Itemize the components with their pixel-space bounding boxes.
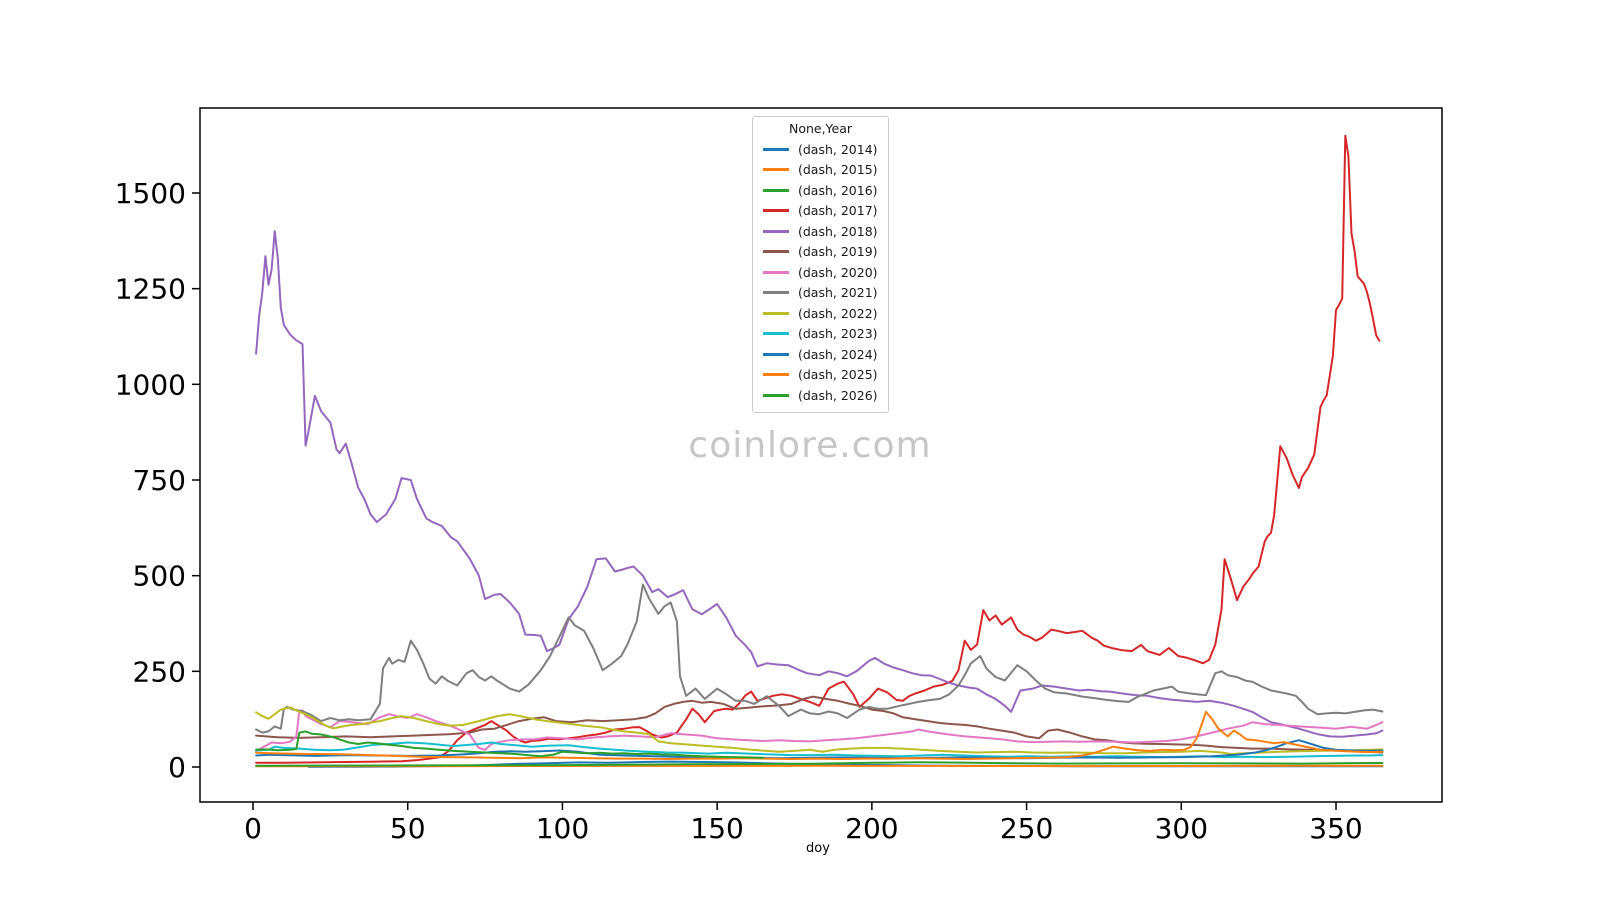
- x-tick-label: 50: [390, 812, 426, 845]
- x-tick-label: 0: [244, 812, 262, 845]
- series-line-dash-2026: [255, 730, 765, 759]
- legend-item: (dash, 2017): [759, 201, 882, 222]
- legend-item: (dash, 2026): [759, 385, 882, 406]
- legend-item: (dash, 2021): [759, 283, 882, 304]
- y-tick-label: 0: [168, 751, 186, 784]
- legend-title: None,Year: [788, 121, 853, 136]
- plot-area: 0 50 100 150 200 250 300 350 0 250 500 750 1000 1250 1…: [115, 107, 1443, 856]
- x-tick-label: 350: [1309, 812, 1362, 845]
- legend-item: (dash, 2016): [759, 180, 882, 201]
- y-tick-label: 500: [133, 560, 186, 593]
- legend-line-swatch: [763, 352, 789, 356]
- legend-label: (dash, 2024): [798, 346, 878, 362]
- series-line-dash-2016: [255, 761, 1384, 767]
- legend-label: (dash, 2018): [798, 223, 878, 239]
- watermark: coinlore.com: [688, 425, 932, 466]
- legend-label: (dash, 2023): [798, 326, 878, 342]
- legend-label: (dash, 2025): [798, 367, 878, 383]
- legend-line-swatch: [763, 209, 789, 213]
- series-line-dash-2021: [255, 583, 1384, 734]
- x-tick-label: 100: [536, 812, 589, 845]
- x-tick-label: 300: [1155, 812, 1208, 845]
- legend-line-swatch: [763, 270, 789, 274]
- legend-line-swatch: [763, 393, 789, 397]
- x-axis-label: doy: [806, 841, 830, 856]
- legend-item: (dash, 2018): [759, 221, 882, 242]
- legend-line-swatch: [763, 147, 789, 151]
- legend-line-swatch: [763, 291, 789, 295]
- legend-label: (dash, 2014): [798, 141, 878, 157]
- legend-item: (dash, 2020): [759, 262, 882, 283]
- legend-item: (dash, 2025): [759, 365, 882, 386]
- x-tick-label: 250: [1000, 812, 1053, 845]
- series-line-dash-2018: [255, 230, 1384, 738]
- y-tick-label: 1500: [115, 177, 186, 210]
- legend-label: (dash, 2017): [798, 203, 878, 219]
- legend-item: (dash, 2024): [759, 344, 882, 365]
- legend-label: (dash, 2019): [798, 244, 878, 260]
- series-line-dash-2022: [255, 706, 1384, 755]
- series-line-dash-2025: [255, 710, 1384, 760]
- legend-item: (dash, 2023): [759, 324, 882, 345]
- series-line-dash-2020: [255, 709, 1384, 752]
- axes-frame: [199, 107, 1443, 803]
- legend-line-swatch: [763, 168, 789, 172]
- legend-label: (dash, 2026): [798, 387, 878, 403]
- legend-label: (dash, 2015): [798, 162, 878, 178]
- legend-line-swatch: [763, 188, 789, 192]
- legend-line-swatch: [763, 229, 789, 233]
- y-tick-label: 750: [133, 464, 186, 497]
- legend-label: (dash, 2016): [798, 182, 878, 198]
- legend-label: (dash, 2021): [798, 285, 878, 301]
- legend-item: (dash, 2019): [759, 242, 882, 263]
- legend-line-swatch: [763, 311, 789, 315]
- legend-item: (dash, 2022): [759, 303, 882, 324]
- legend-items: (dash, 2014) (dash, 2015) (dash, 2016) (das…: [759, 139, 882, 406]
- legend-box: None,Year (dash, 2014) (dash, 2015) (dash,…: [752, 116, 889, 413]
- series-line-dash-2019: [255, 695, 1384, 754]
- legend-line-swatch: [763, 373, 789, 377]
- y-tick-label: 1000: [115, 368, 186, 401]
- legend-item: (dash, 2015): [759, 160, 882, 181]
- legend-line-swatch: [763, 332, 789, 336]
- legend-label: (dash, 2020): [798, 264, 878, 280]
- y-tick-label: 1250: [115, 273, 186, 306]
- x-tick-label: 200: [845, 812, 898, 845]
- legend-item: (dash, 2014): [759, 139, 882, 160]
- legend-line-swatch: [763, 250, 789, 254]
- legend-label: (dash, 2022): [798, 305, 878, 321]
- axis-ticks: 0 50 100 150 200 250 300 350 0 250 500 750 1000 1250 1…: [115, 177, 1363, 845]
- x-tick-label: 150: [690, 812, 743, 845]
- series-lines: [255, 134, 1384, 768]
- y-tick-label: 250: [133, 655, 186, 688]
